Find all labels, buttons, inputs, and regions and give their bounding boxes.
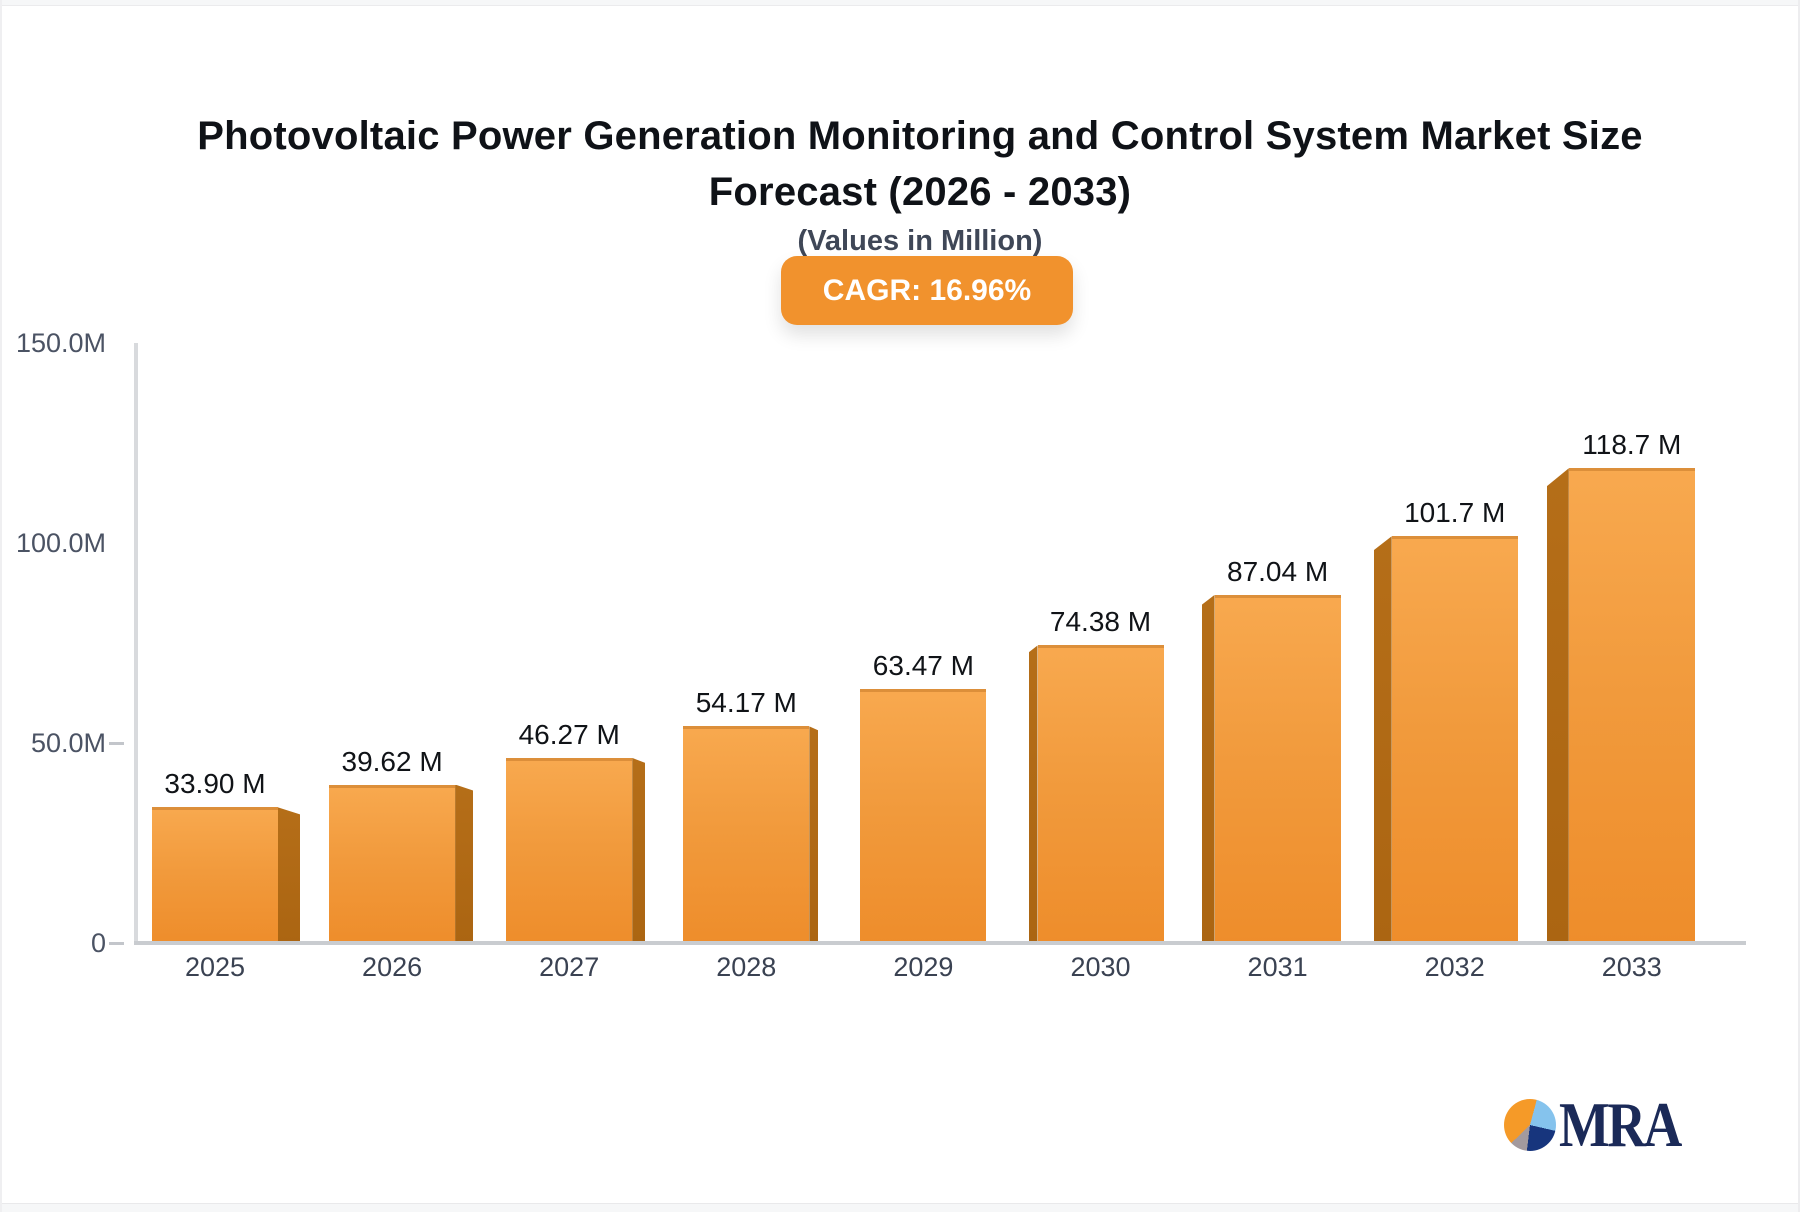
bar-value-label: 101.7 M: [1404, 497, 1506, 529]
x-axis-label: 2028: [716, 952, 777, 982]
y-axis-tick: [109, 942, 124, 945]
bar-side-2033: [1546, 468, 1569, 943]
bar-side-2028: [809, 726, 819, 943]
x-axis-label: 2031: [1247, 952, 1308, 982]
bar-value-label: 54.17 M: [695, 687, 797, 719]
bar-value-label: 74.38 M: [1049, 606, 1152, 638]
page-bottom-band: [2, 1203, 1798, 1212]
y-axis-tick: [109, 742, 124, 745]
bar-2032[interactable]: [1391, 536, 1518, 943]
bar-2033[interactable]: [1568, 468, 1695, 943]
mra-logo-text: MRA: [1559, 1089, 1682, 1160]
bar-side-2032: [1373, 536, 1392, 943]
x-axis-label: 2033: [1601, 952, 1662, 982]
y-axis-label: 100.0M: [15, 528, 106, 558]
bar-side-2031: [1201, 594, 1215, 943]
y-axis-label: 50.0M: [30, 728, 106, 758]
chart-title: Photovoltaic Power Generation Monitoring…: [42, 108, 1798, 220]
bar-side-2026: [455, 784, 474, 943]
bar-value-label: 87.04 M: [1227, 555, 1329, 587]
bar-value-label: 63.47 M: [872, 650, 974, 682]
bar-2028[interactable]: [683, 726, 810, 943]
bar-side-2030: [1028, 645, 1038, 943]
x-axis-label: 2030: [1070, 952, 1131, 982]
y-axis-label: 150.0M: [15, 328, 106, 358]
bar-value-label: 39.62 M: [341, 745, 443, 777]
chart-title-line2: Forecast (2026 - 2033): [708, 170, 1132, 214]
page-top-band: [2, 0, 1798, 6]
mra-logo: MRA: [1504, 1089, 1703, 1160]
bar-value-label: 46.27 M: [518, 718, 620, 750]
chart-title-line1: Photovoltaic Power Generation Monitoring…: [197, 114, 1643, 158]
cagr-badge: CAGR: 16.96%: [781, 256, 1073, 325]
bar-value-label: 33.90 M: [164, 768, 266, 800]
x-axis-label: 2027: [539, 952, 600, 982]
bar-2025[interactable]: [152, 807, 278, 943]
y-axis-line: [134, 343, 138, 945]
x-axis-label: 2025: [184, 952, 246, 982]
bar-2029[interactable]: [860, 689, 987, 943]
bar-2030[interactable]: [1037, 645, 1164, 943]
chart-subtitle: (Values in Million): [797, 225, 1043, 257]
y-axis-label: 0: [90, 928, 106, 958]
x-axis-label: 2029: [893, 952, 954, 982]
bar-side-2027: [632, 757, 646, 943]
bar-2031[interactable]: [1214, 594, 1341, 943]
bar-2026[interactable]: [329, 784, 456, 943]
bar-side-2025: [278, 807, 300, 943]
x-axis-label: 2026: [362, 952, 423, 982]
mra-logo-pie-icon: [1504, 1099, 1556, 1151]
bar-2027[interactable]: [506, 757, 633, 943]
bar-value-label: 118.7 M: [1582, 429, 1682, 461]
x-axis-line: [134, 941, 1746, 945]
x-axis-label: 2032: [1424, 952, 1485, 982]
